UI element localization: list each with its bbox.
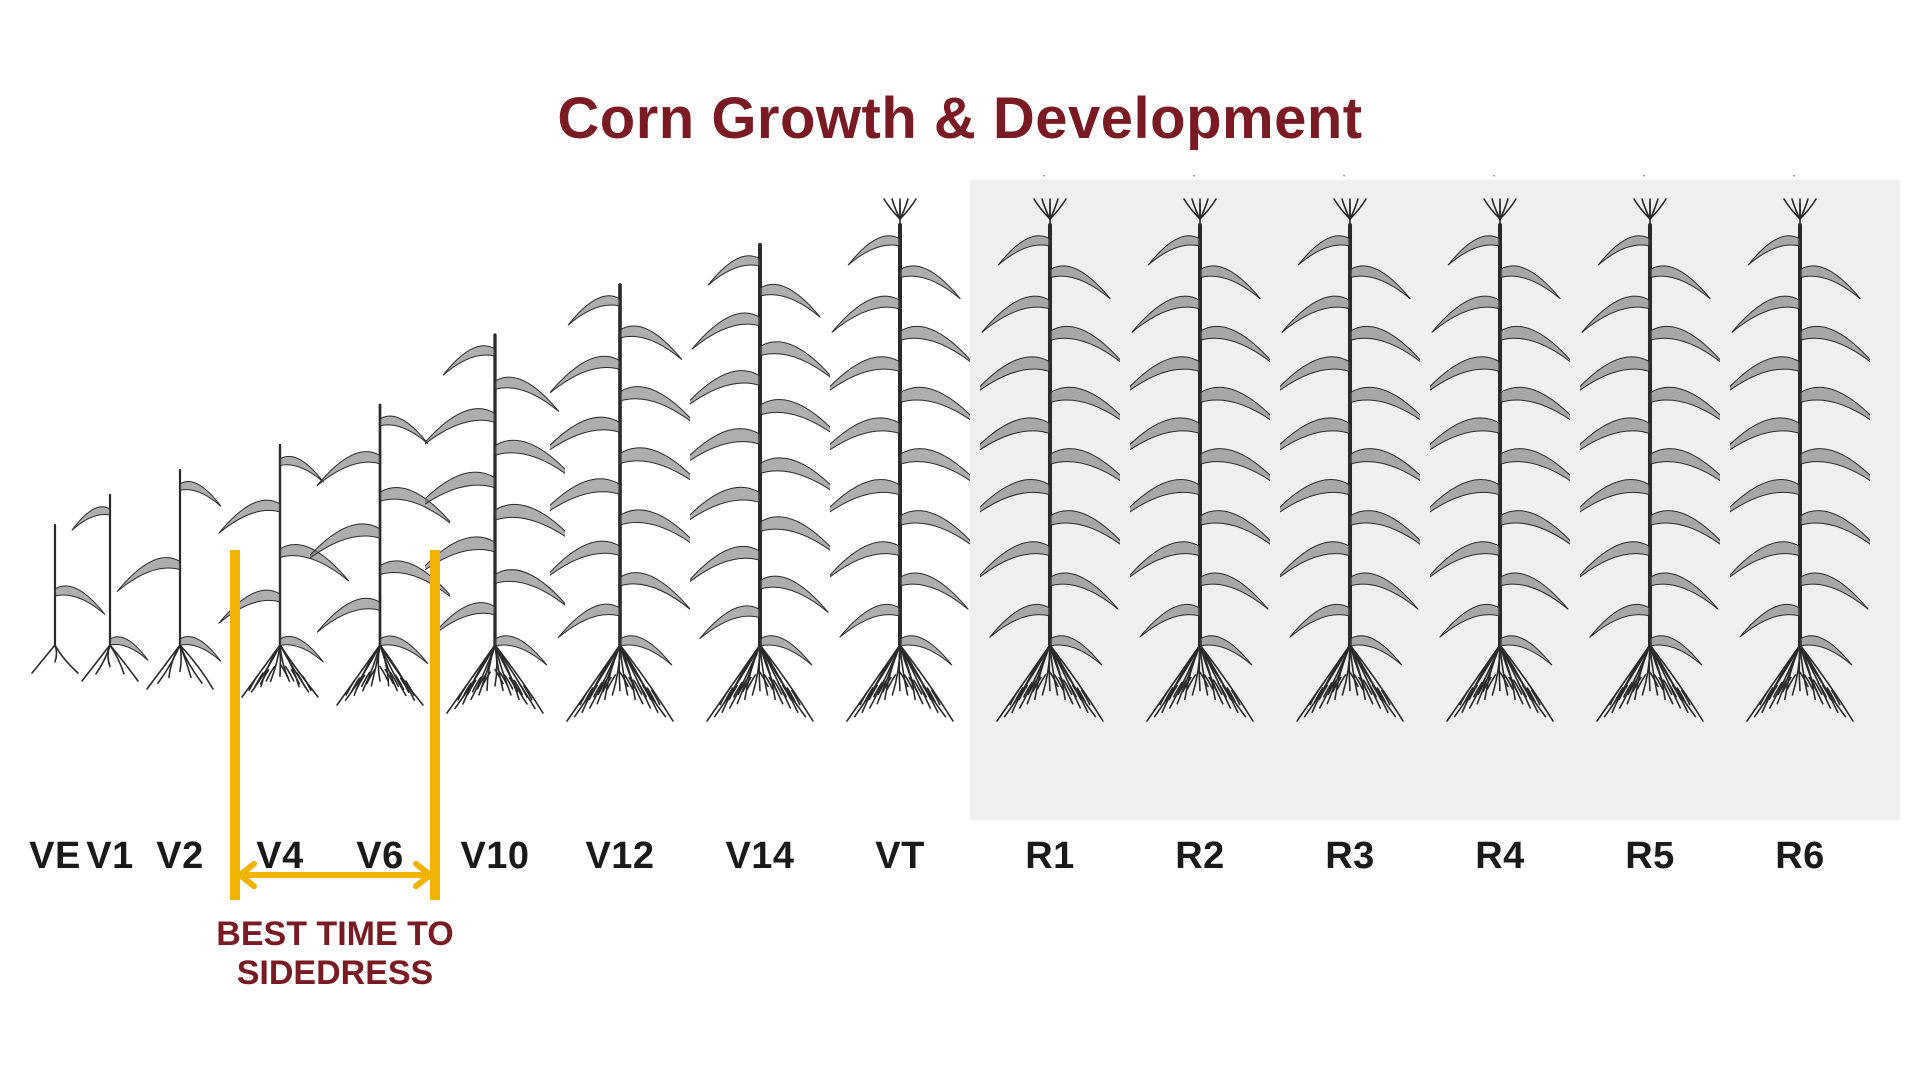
stage-label-v2: V2	[156, 835, 203, 878]
stage-label-v4: V4	[256, 835, 303, 878]
stage-label-r5: R5	[1625, 835, 1675, 878]
stage-r6	[1730, 175, 1870, 820]
plant-illustration	[425, 175, 565, 815]
stage-label-r4: R4	[1475, 835, 1525, 878]
plant-illustration	[550, 175, 690, 815]
stage-label-vt: VT	[875, 835, 925, 878]
stage-v12	[550, 175, 690, 820]
plant-illustration	[1280, 175, 1420, 815]
stage-label-v10: V10	[460, 835, 529, 878]
stage-label-v12: V12	[585, 835, 654, 878]
stage-label-ve: VE	[29, 835, 81, 878]
stage-label-v6: V6	[356, 835, 403, 878]
stage-r2	[1130, 175, 1270, 820]
stage-label-v1: V1	[86, 835, 133, 878]
stage-label-r1: R1	[1025, 835, 1075, 878]
plant-illustration	[1730, 175, 1870, 815]
stage-label-r2: R2	[1175, 835, 1225, 878]
plant-illustration	[980, 175, 1120, 815]
stage-vt	[830, 175, 970, 820]
plant-illustration	[690, 175, 830, 815]
stage-v10	[425, 175, 565, 820]
plant-illustration	[1130, 175, 1270, 815]
stage-label-v14: V14	[725, 835, 794, 878]
sidedress-annotation: BEST TIME TO SIDEDRESS	[216, 915, 453, 993]
page-title: Corn Growth & Development	[0, 85, 1920, 152]
stage-labels-row: VEV1 V2 V4 V6 V10 V12 V14 VT R1 R2 R3 R4 R5 R6	[20, 835, 1900, 895]
stage-label-r6: R6	[1775, 835, 1825, 878]
plant-illustration	[1580, 175, 1720, 815]
stage-v14	[690, 175, 830, 820]
plant-illustration	[830, 175, 970, 815]
stage-r5	[1580, 175, 1720, 820]
stage-r3	[1280, 175, 1420, 820]
stage-r1	[980, 175, 1120, 820]
stage-label-r3: R3	[1325, 835, 1375, 878]
growth-chart	[20, 180, 1900, 820]
plant-illustration	[1430, 175, 1570, 815]
stage-r4	[1430, 175, 1570, 820]
